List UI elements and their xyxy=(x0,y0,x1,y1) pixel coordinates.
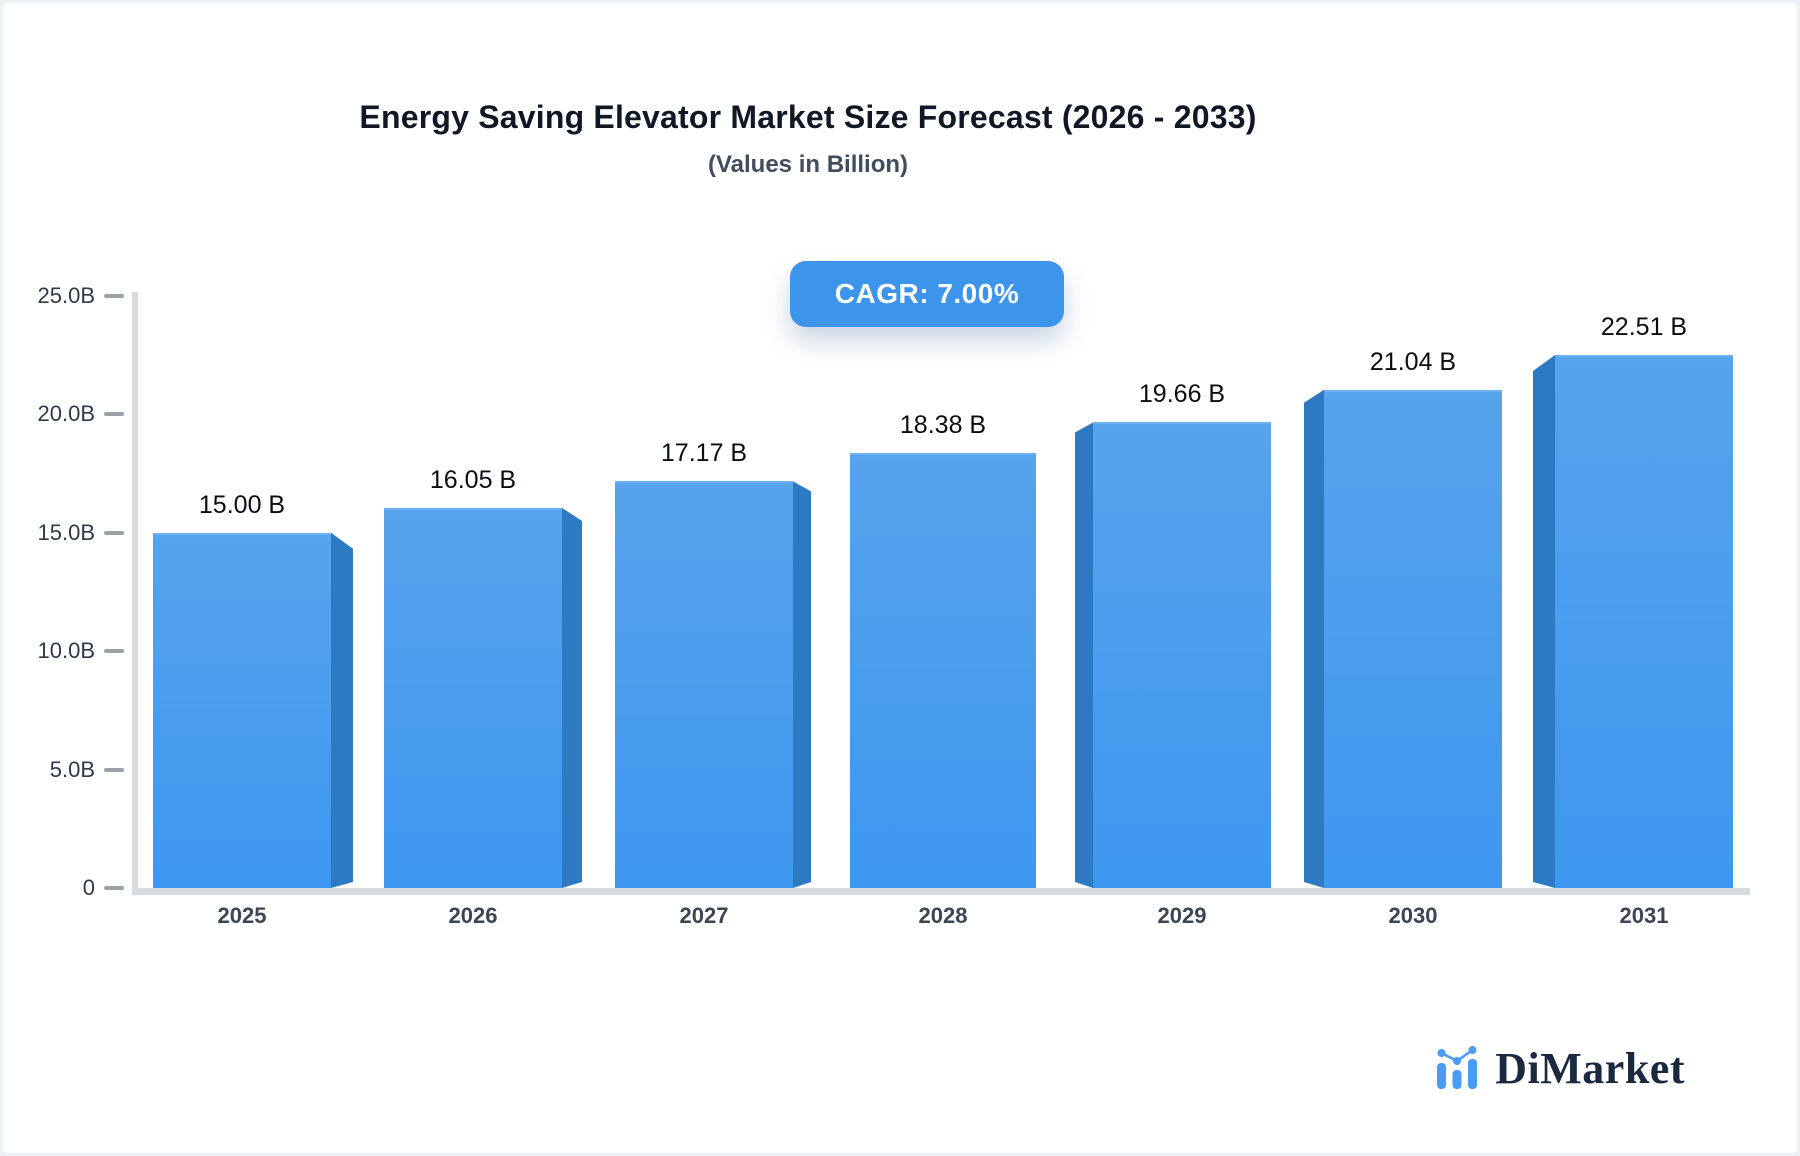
x-axis-baseline xyxy=(132,888,1750,895)
bar-2027-side-face xyxy=(793,481,811,888)
x-axis-label-2031: 2031 xyxy=(1619,903,1669,928)
y-axis-tick-mark xyxy=(104,649,124,654)
chart-subtitle: (Values in Billion) xyxy=(707,151,909,178)
dimarket-logo: DiMarket xyxy=(1435,1043,1685,1094)
cagr-badge: CAGR: 7.00% xyxy=(790,261,1064,327)
y-axis-tick-mark xyxy=(104,294,124,298)
bar-2025-side-face xyxy=(331,533,353,888)
bar-value-label-2025: 15.00 B xyxy=(198,490,286,519)
x-axis-label-2026: 2026 xyxy=(448,903,498,928)
y-axis-tick-mark xyxy=(104,530,124,535)
x-axis-label-2029: 2029 xyxy=(1157,903,1207,928)
y-axis-tick-mark xyxy=(104,412,124,417)
bar-2026-side-face xyxy=(562,508,582,888)
bar-2031[interactable] xyxy=(1555,354,1733,888)
x-axis-label-2030: 2030 xyxy=(1388,903,1438,928)
y-axis-tick-label: 5.0B xyxy=(49,756,95,782)
bar-2025[interactable] xyxy=(153,532,331,888)
bar-2029-side-face xyxy=(1075,422,1093,888)
y-axis-tick-mark xyxy=(104,767,124,772)
y-axis-tick-label: 20.0B xyxy=(37,401,96,427)
chart-title: Energy Saving Elevator Market Size Forec… xyxy=(359,99,1257,135)
y-axis-tick-label: 25.0B xyxy=(37,283,96,308)
x-axis-label-2027: 2027 xyxy=(679,903,729,928)
bar-2028[interactable] xyxy=(850,452,1036,888)
y-axis-tick-mark xyxy=(104,886,124,890)
bar-value-label-2031: 22.51 B xyxy=(1600,312,1688,341)
bar-2030[interactable] xyxy=(1324,389,1502,888)
bar-2026[interactable] xyxy=(384,507,562,888)
y-axis-line xyxy=(132,292,138,895)
logo-text: DiMarket xyxy=(1495,1044,1685,1093)
x-axis-label-2025: 2025 xyxy=(217,903,267,928)
x-axis-label-2028: 2028 xyxy=(918,903,968,928)
y-axis-tick-label: 10.0B xyxy=(37,638,96,664)
bar-2031-side-face xyxy=(1533,355,1555,888)
y-axis-tick-label: 15.0B xyxy=(37,519,96,545)
y-axis-tick-label: 0 xyxy=(82,875,95,900)
bar-value-label-2028: 18.38 B xyxy=(899,410,987,439)
bar-2030-side-face xyxy=(1304,390,1324,888)
bar-value-label-2027: 17.17 B xyxy=(660,439,748,468)
chart-card: Energy Saving Elevator Market Size Forec… xyxy=(3,3,1797,1153)
bar-2027[interactable] xyxy=(615,481,793,888)
bar-value-label-2030: 21.04 B xyxy=(1369,347,1457,376)
bar-value-label-2026: 16.05 B xyxy=(429,465,517,494)
bar-2029[interactable] xyxy=(1093,422,1271,888)
mini-bar-chart-icon xyxy=(1437,1045,1478,1089)
bar-value-label-2029: 19.66 B xyxy=(1138,380,1226,409)
